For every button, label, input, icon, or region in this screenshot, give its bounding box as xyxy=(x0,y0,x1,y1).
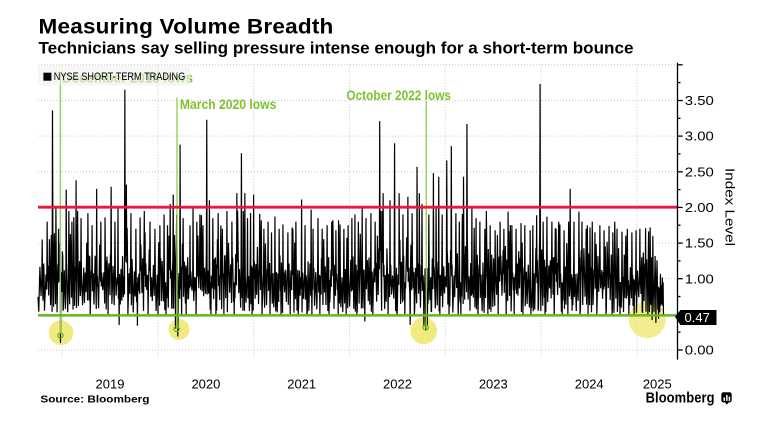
svg-text:2021: 2021 xyxy=(287,377,316,392)
svg-text:2.00: 2.00 xyxy=(685,200,714,215)
svg-text:2.50: 2.50 xyxy=(685,164,714,179)
svg-text:2024: 2024 xyxy=(575,377,604,392)
svg-text:2025: 2025 xyxy=(643,377,672,392)
svg-text:Technicians say selling pressu: Technicians say selling pressure intense… xyxy=(39,39,634,57)
svg-text:3.00: 3.00 xyxy=(685,129,714,144)
svg-text:Bloomberg: Bloomberg xyxy=(646,389,715,406)
svg-text:2022: 2022 xyxy=(383,377,412,392)
svg-text:NYSE SHORT-TERM TRADING: NYSE SHORT-TERM TRADING xyxy=(54,71,186,83)
svg-text:Measuring Volume Breadth: Measuring Volume Breadth xyxy=(39,15,334,38)
svg-text:0.47: 0.47 xyxy=(685,310,710,325)
svg-text:3.50: 3.50 xyxy=(685,93,714,108)
svg-text:March 2020 lows: March 2020 lows xyxy=(180,97,277,112)
svg-text:October 2022 lows: October 2022 lows xyxy=(346,88,451,103)
svg-text:1.00: 1.00 xyxy=(685,271,714,286)
svg-text:1.50: 1.50 xyxy=(685,236,714,251)
svg-text:Source: Bloomberg: Source: Bloomberg xyxy=(40,395,149,406)
svg-text:0.00: 0.00 xyxy=(685,343,714,358)
svg-text:2020: 2020 xyxy=(191,377,220,392)
svg-text:2019: 2019 xyxy=(96,377,125,392)
svg-text:2023: 2023 xyxy=(479,377,508,392)
svg-text:Index Level: Index Level xyxy=(723,168,738,246)
